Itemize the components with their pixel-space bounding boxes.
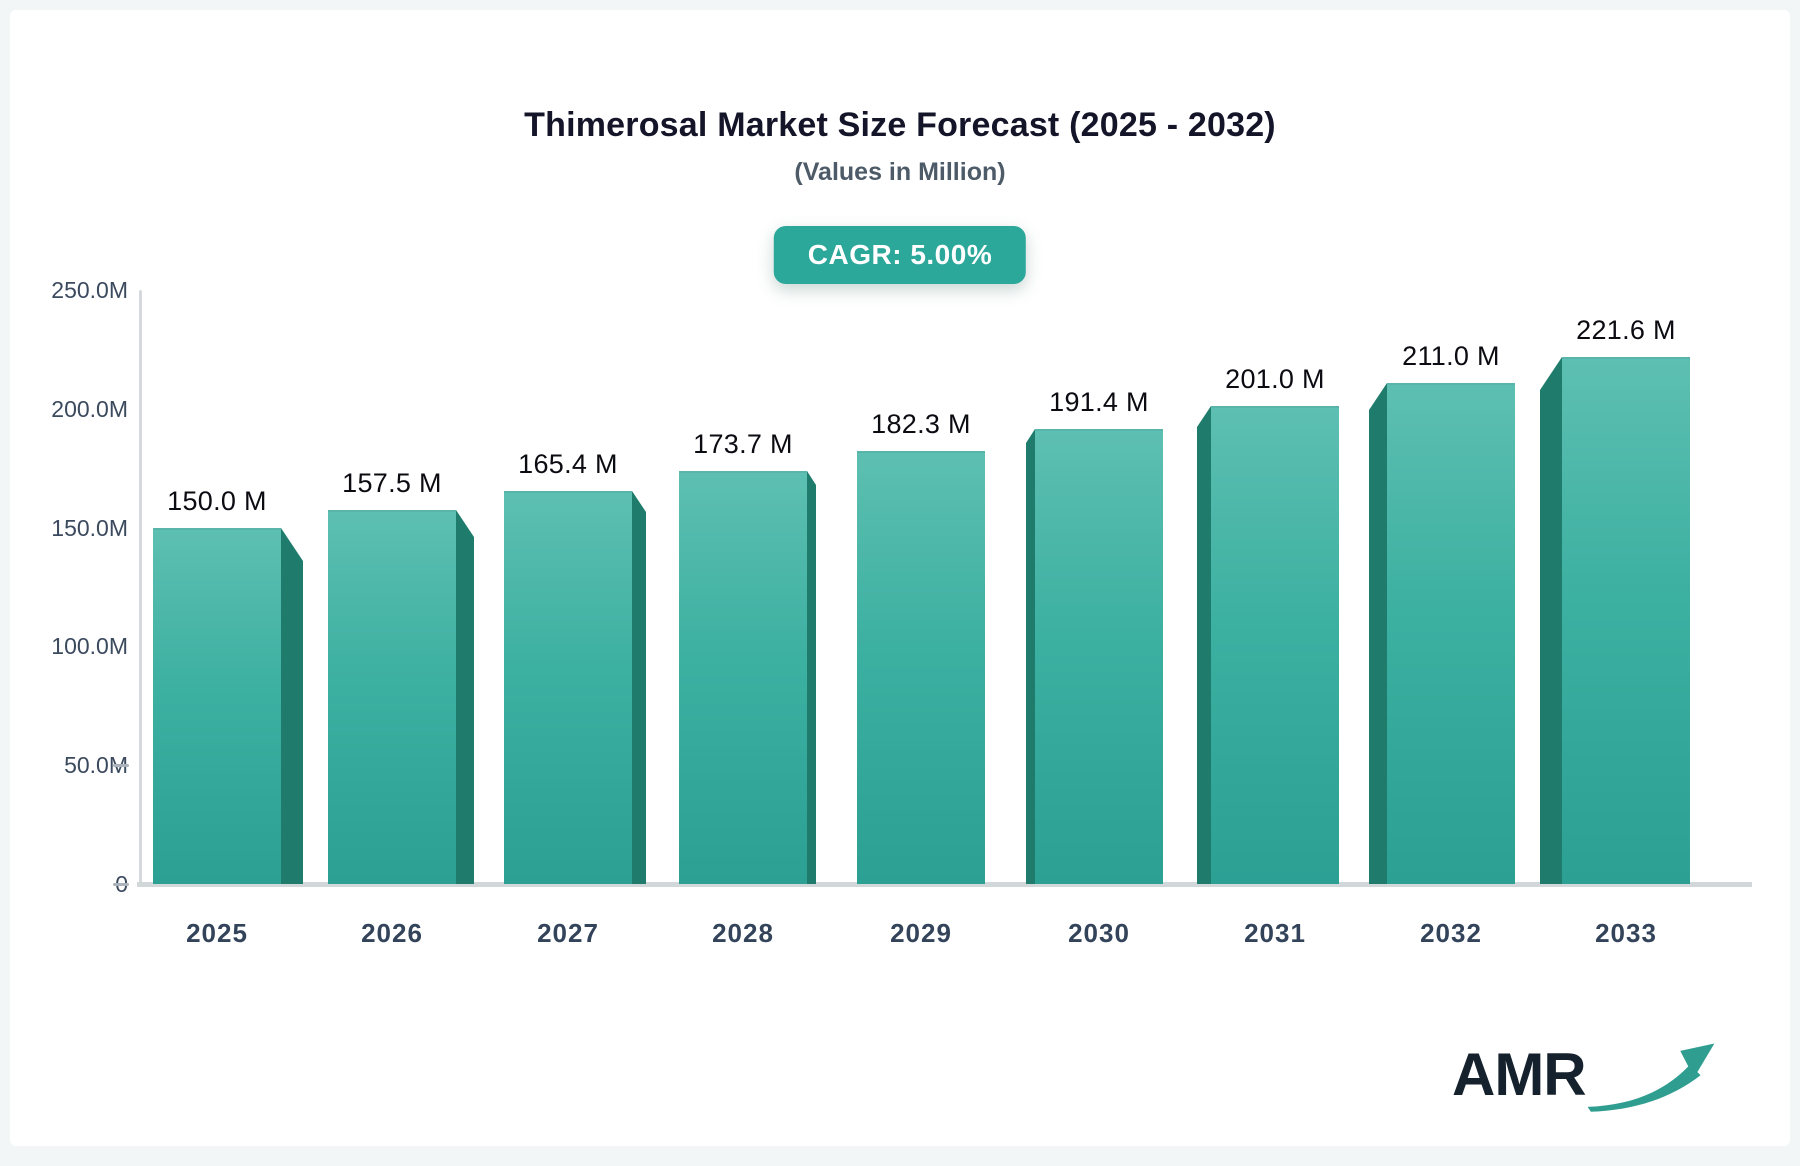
y-axis-tick-label: 250.0M [18,277,128,304]
bar-2033 [1562,357,1690,884]
y-axis-tick-mark [113,883,129,886]
y-axis-tick-mark [113,764,129,767]
bar-2032 [1387,383,1515,884]
bar-side-face-2028 [807,471,816,884]
bar-2027 [504,491,632,884]
bar-side-face-2032 [1369,383,1387,884]
bar-side-face-2027 [632,491,646,884]
y-axis-tick-label: 0 [18,871,128,898]
bar-side-face-2031 [1197,406,1211,884]
bar-2031 [1211,406,1339,884]
bar-2026 [328,510,456,884]
y-axis-line [139,290,142,886]
bar-2028 [679,471,807,884]
y-axis-tick-label: 50.0M [18,752,128,779]
bar-2030 [1035,429,1163,884]
growth-arrow-icon [1586,1028,1716,1124]
y-axis-tick-label: 200.0M [18,396,128,423]
bar-2029 [857,451,985,884]
bar-value-label: 221.6 M [1476,315,1776,346]
amr-logo-text: AMR [1452,1040,1586,1109]
x-axis-category-label: 2033 [1476,918,1776,949]
bar-side-face-2025 [281,528,303,884]
chart-card: Thimerosal Market Size Forecast (2025 - … [10,10,1790,1146]
amr-logo: AMR [1452,1032,1702,1132]
bar-side-face-2033 [1540,357,1562,884]
y-axis-tick-label: 150.0M [18,515,128,542]
bar-side-face-2030 [1026,429,1035,884]
y-axis-tick-label: 100.0M [18,633,128,660]
bar-side-face-2026 [456,510,474,884]
bar-2025 [153,528,281,884]
